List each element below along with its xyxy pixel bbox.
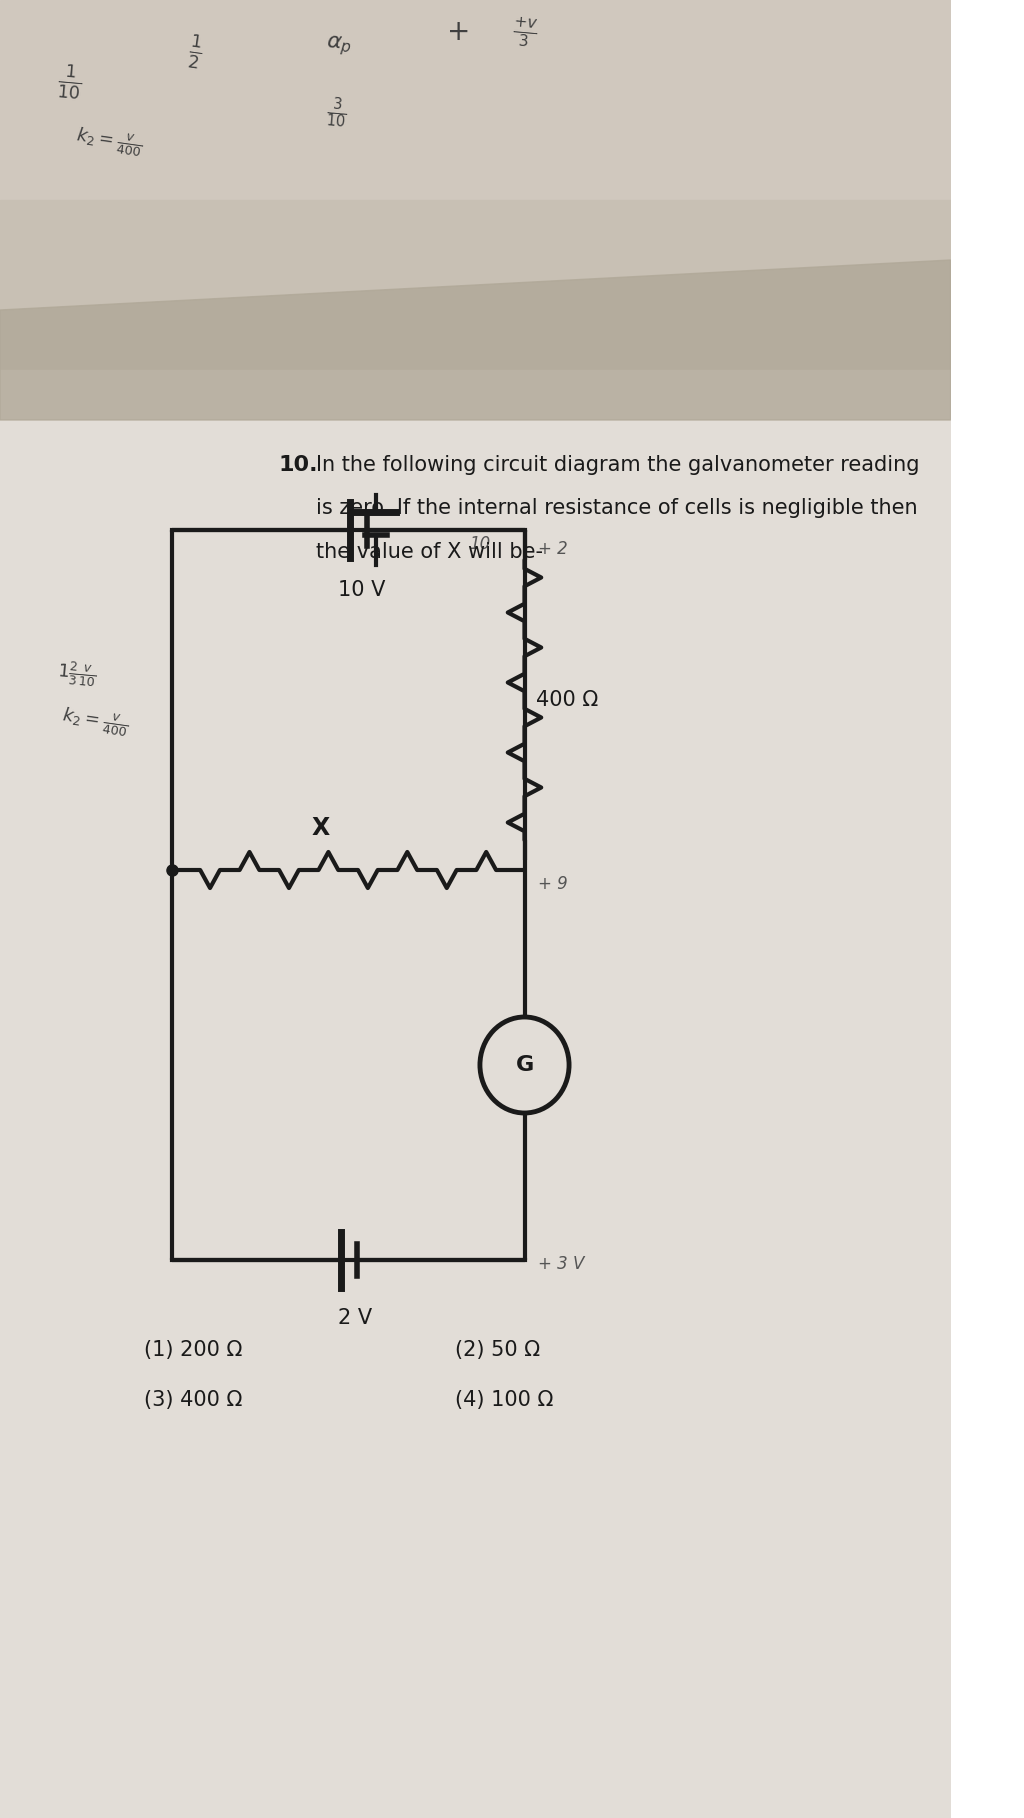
Text: is zero. If the internal resistance of cells is negligible then: is zero. If the internal resistance of c… [315, 498, 918, 518]
Text: $\frac{+v}{3}$: $\frac{+v}{3}$ [511, 16, 538, 51]
Bar [0, 0, 950, 251]
Text: (4) 100 Ω: (4) 100 Ω [455, 1391, 553, 1411]
Text: + 3 V: + 3 V [539, 1254, 585, 1273]
Text: 10.: 10. [279, 454, 318, 474]
Polygon shape [0, 260, 950, 420]
Text: $+$: $+$ [445, 18, 468, 45]
Text: $k_2 = \frac{v}{400}$: $k_2 = \frac{v}{400}$ [60, 704, 130, 740]
Text: $\frac{3}{10}$: $\frac{3}{10}$ [325, 95, 348, 131]
Bar [0, 371, 950, 1818]
Text: $\alpha_p$: $\alpha_p$ [325, 35, 352, 58]
Text: $1\frac{2}{3}\frac{v}{10}$: $1\frac{2}{3}\frac{v}{10}$ [55, 658, 97, 689]
Text: (3) 400 Ω: (3) 400 Ω [144, 1391, 243, 1411]
Text: X: X [311, 816, 330, 840]
Text: the value of X will be-: the value of X will be- [315, 542, 543, 562]
Text: + 9: + 9 [539, 874, 568, 893]
Text: In the following circuit diagram the galvanometer reading: In the following circuit diagram the gal… [315, 454, 920, 474]
Text: 400 Ω: 400 Ω [536, 691, 598, 711]
Text: $\frac{1}{10}$: $\frac{1}{10}$ [55, 62, 83, 102]
Text: G: G [515, 1054, 534, 1074]
Bar [0, 200, 950, 451]
Text: (1) 200 Ω: (1) 200 Ω [144, 1340, 243, 1360]
Text: + 2: + 2 [539, 540, 568, 558]
Text: 10 V: 10 V [338, 580, 386, 600]
Text: (2) 50 Ω: (2) 50 Ω [455, 1340, 540, 1360]
Text: $\frac{1}{2}$: $\frac{1}{2}$ [185, 33, 204, 73]
Text: 10: 10 [469, 534, 490, 553]
Text: 2 V: 2 V [339, 1307, 373, 1327]
Text: $k_2 = \frac{v}{400}$: $k_2 = \frac{v}{400}$ [75, 124, 144, 160]
